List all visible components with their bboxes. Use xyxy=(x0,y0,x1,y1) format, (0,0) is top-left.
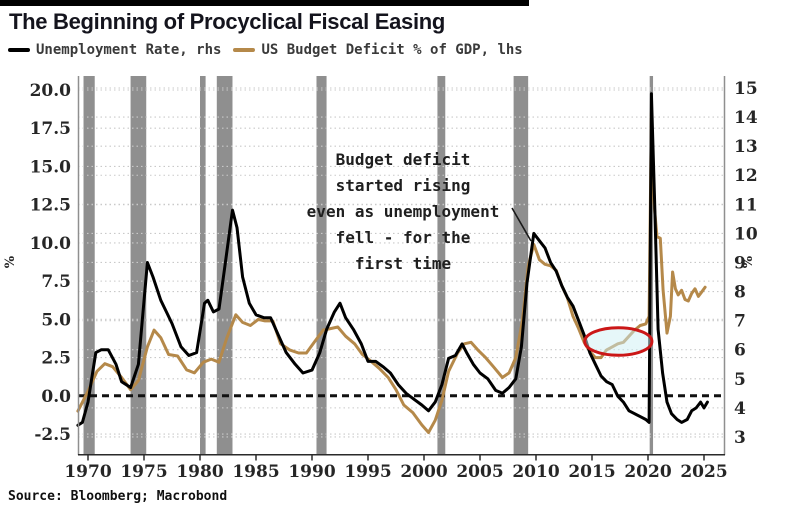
left-tick-label: 5.0 xyxy=(41,310,71,330)
annotation-line: started rising xyxy=(335,176,471,195)
left-tick-label: 0.0 xyxy=(41,387,71,407)
annotation-line: fell - for the xyxy=(335,228,471,247)
x-tick-label: 2005 xyxy=(456,462,503,482)
right-tick-label: 4 xyxy=(734,399,746,419)
source-credit: Source: Bloomberg; Macrobond xyxy=(8,489,228,504)
right-tick-label: 15 xyxy=(734,79,758,99)
right-tick-label: 12 xyxy=(734,166,758,186)
x-tick-label: 2020 xyxy=(624,462,671,482)
left-tick-label: 15.0 xyxy=(30,157,72,177)
right-tick-label: 8 xyxy=(734,283,746,303)
chart-title: The Beginning of Procyclical Fiscal Easi… xyxy=(9,9,446,34)
right-axis-unit-label: % xyxy=(741,255,756,268)
annotation-line: even as unemployment xyxy=(306,202,500,221)
x-tick-label: 1980 xyxy=(176,462,223,482)
left-tick-label: 2.5 xyxy=(41,349,71,369)
x-tick-label: 1995 xyxy=(344,462,391,482)
chart-annotation: Budget deficit started rising even as un… xyxy=(270,147,536,277)
right-tick-label: 5 xyxy=(734,370,746,390)
recession-band xyxy=(316,76,327,454)
unemployment-line xyxy=(76,92,709,427)
right-tick-label: 11 xyxy=(734,195,758,215)
highlight-ellipse xyxy=(583,326,654,357)
left-tick-label: 12.5 xyxy=(30,196,71,216)
x-tick-label: 1970 xyxy=(64,462,111,482)
x-tick-label: 2000 xyxy=(400,462,447,482)
x-tick-label: 1990 xyxy=(288,462,335,482)
left-tick-label: 10.0 xyxy=(30,234,72,254)
legend-label-unemployment: Unemployment Rate, rhs xyxy=(36,42,222,58)
recession-band xyxy=(200,76,206,454)
right-tick-label: 14 xyxy=(734,108,758,128)
annotation-pointer-line xyxy=(511,207,532,242)
x-tick-label: 1985 xyxy=(232,462,279,482)
right-tick-label: 6 xyxy=(734,341,746,361)
x-tick-label: 2025 xyxy=(680,462,727,482)
left-tick-label: -2.5 xyxy=(34,425,71,445)
right-tick-label: 10 xyxy=(734,224,758,244)
legend-item-unemployment: Unemployment Rate, rhs xyxy=(8,42,221,58)
unemployment-line-swatch xyxy=(8,48,30,52)
left-tick-label: 17.5 xyxy=(30,119,71,139)
legend: Unemployment Rate, rhs US Budget Deficit… xyxy=(8,42,523,58)
top-border-bar xyxy=(0,0,529,6)
recession-band xyxy=(83,76,95,454)
recession-band xyxy=(130,76,147,454)
deficit-line-swatch xyxy=(233,48,256,52)
x-tick-label: 2010 xyxy=(512,462,559,482)
recession-band xyxy=(437,76,446,454)
right-tick-label: 3 xyxy=(734,428,746,448)
legend-item-deficit: US Budget Deficit % of GDP, lhs xyxy=(233,42,523,58)
right-tick-label: 7 xyxy=(734,312,746,332)
left-tick-label: 20.0 xyxy=(30,81,72,101)
recession-band xyxy=(513,76,529,454)
right-tick-label: 13 xyxy=(734,137,758,157)
annotation-line: Budget deficit xyxy=(335,150,471,169)
left-tick-label: 7.5 xyxy=(41,272,71,292)
x-tick-label: 2015 xyxy=(568,462,615,482)
left-axis-unit-label: % xyxy=(3,255,18,268)
right-tick-label: 9 xyxy=(734,253,746,273)
x-tick-label: 1975 xyxy=(120,462,167,482)
annotation-line: first time xyxy=(354,254,452,273)
legend-label-deficit: US Budget Deficit % of GDP, lhs xyxy=(261,42,523,58)
